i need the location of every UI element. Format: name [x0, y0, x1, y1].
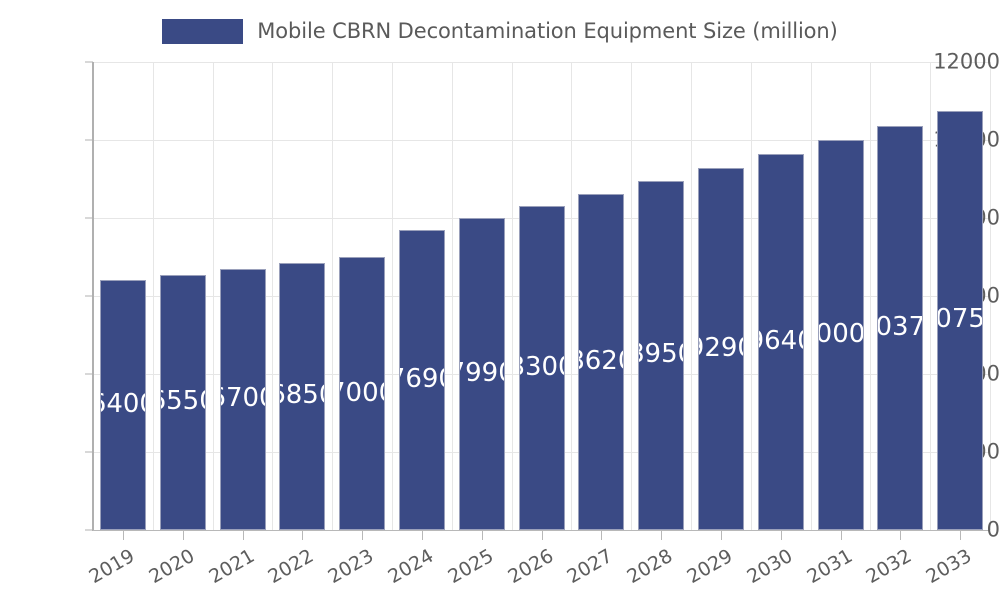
- y-axis-tick-label: 12000: [933, 49, 1000, 74]
- bar[interactable]: 9290: [697, 167, 744, 530]
- bar-value-label: 6400: [101, 389, 145, 420]
- bar-value-label: 8950: [639, 339, 683, 370]
- y-axis-tick-mark: [85, 451, 93, 453]
- bar-series: 6400 6550 6700 6850 7000 7690 7990 8300 8620 8950…: [93, 62, 990, 530]
- x-axis-tick-mark: [841, 531, 842, 540]
- x-axis-tick-label: 2020: [145, 544, 198, 589]
- horizontal-gridline: [93, 62, 990, 63]
- bar[interactable]: 7000: [339, 257, 386, 530]
- x-axis-tick-label: 2024: [384, 544, 438, 589]
- bar[interactable]: 8950: [638, 180, 685, 530]
- y-axis-tick-mark: [85, 61, 93, 63]
- bar[interactable]: 8300: [518, 206, 565, 530]
- x-axis-tick-label: 2027: [563, 544, 617, 589]
- bar[interactable]: 6700: [219, 268, 266, 530]
- x-axis-tick-mark: [243, 531, 244, 540]
- y-axis-tick-mark: [85, 529, 93, 531]
- x-axis-tick-label: 2026: [503, 544, 557, 589]
- bar[interactable]: 6400: [99, 280, 146, 530]
- vertical-gridline: [870, 62, 871, 530]
- bar[interactable]: 6850: [279, 262, 326, 530]
- x-axis-tick-mark: [123, 531, 124, 540]
- bar[interactable]: 10750: [937, 110, 984, 530]
- x-axis-tick-label: 2032: [862, 544, 916, 589]
- x-axis-tick-mark: [601, 531, 602, 540]
- bar[interactable]: 7690: [398, 230, 445, 530]
- vertical-gridline: [452, 62, 453, 530]
- x-axis-tick-label: 2028: [623, 544, 677, 589]
- vertical-gridline: [213, 62, 214, 530]
- x-axis-tick-label: 2025: [444, 544, 497, 589]
- bar-value-label: 10370: [878, 311, 922, 342]
- x-axis-tick-mark: [482, 531, 483, 540]
- legend-label: Mobile CBRN Decontamination Equipment Si…: [257, 19, 838, 43]
- x-axis-tick-label: 2033: [922, 544, 976, 589]
- x-axis-tick-mark: [302, 531, 303, 540]
- y-axis-tick-mark: [85, 373, 93, 375]
- vertical-gridline: [631, 62, 632, 530]
- x-axis-tick-label: 2019: [85, 544, 139, 589]
- bar-value-label: 9290: [699, 332, 743, 363]
- bar[interactable]: 7990: [458, 218, 505, 530]
- bar[interactable]: 8620: [578, 193, 625, 530]
- vertical-gridline: [990, 62, 991, 530]
- horizontal-gridline: [93, 140, 990, 141]
- x-axis-tick-mark: [183, 531, 184, 540]
- x-axis-tick-mark: [362, 531, 363, 540]
- bar-value-label: 7990: [460, 358, 504, 389]
- vertical-gridline: [392, 62, 393, 530]
- x-axis-spine: [93, 530, 990, 531]
- vertical-gridline: [272, 62, 273, 530]
- bar-value-label: 8620: [579, 345, 623, 376]
- vertical-gridline: [811, 62, 812, 530]
- bar[interactable]: 6550: [159, 274, 206, 530]
- bar-value-label: 7690: [400, 364, 444, 395]
- bar-value-label: 7000: [340, 377, 384, 408]
- bar-value-label: 6700: [221, 383, 265, 414]
- x-axis-tick-mark: [900, 531, 901, 540]
- y-axis-tick-mark: [85, 217, 93, 219]
- y-axis-spine: [92, 62, 94, 531]
- x-axis-tick-mark: [422, 531, 423, 540]
- bar-value-label: 8300: [520, 352, 564, 383]
- bar[interactable]: 10370: [877, 125, 924, 530]
- vertical-gridline: [571, 62, 572, 530]
- x-axis-tick-mark: [781, 531, 782, 540]
- vertical-gridline: [751, 62, 752, 530]
- y-axis-tick-mark: [85, 139, 93, 141]
- x-axis-tick-label: 2021: [204, 544, 258, 589]
- bar-value-label: 10000: [819, 319, 863, 349]
- vertical-gridline: [930, 62, 931, 530]
- bar-value-label: 6550: [161, 386, 205, 417]
- bar-value-label: 10750: [938, 304, 982, 335]
- bar-value-label: 6850: [280, 380, 324, 411]
- y-axis-tick-mark: [85, 295, 93, 297]
- x-axis-tick-label: 2022: [264, 544, 318, 589]
- vertical-gridline: [153, 62, 154, 530]
- vertical-gridline: [691, 62, 692, 530]
- x-axis-tick-label: 2031: [802, 544, 856, 589]
- x-axis-tick-label: 2023: [324, 544, 378, 589]
- vertical-gridline: [332, 62, 333, 530]
- x-axis-tick-label: 2029: [683, 544, 737, 589]
- x-axis-tick-mark: [721, 531, 722, 540]
- bar[interactable]: 10000: [817, 140, 864, 530]
- x-axis-tick-mark: [960, 531, 961, 540]
- legend-color-swatch: [162, 18, 244, 44]
- chart-legend: Mobile CBRN Decontamination Equipment Si…: [0, 14, 1000, 48]
- y-axis-tick-label: 0: [986, 517, 1000, 542]
- x-axis-tick-label: 2030: [743, 544, 796, 589]
- x-axis-tick-mark: [661, 531, 662, 540]
- vertical-gridline: [512, 62, 513, 530]
- x-axis-tick-mark: [542, 531, 543, 540]
